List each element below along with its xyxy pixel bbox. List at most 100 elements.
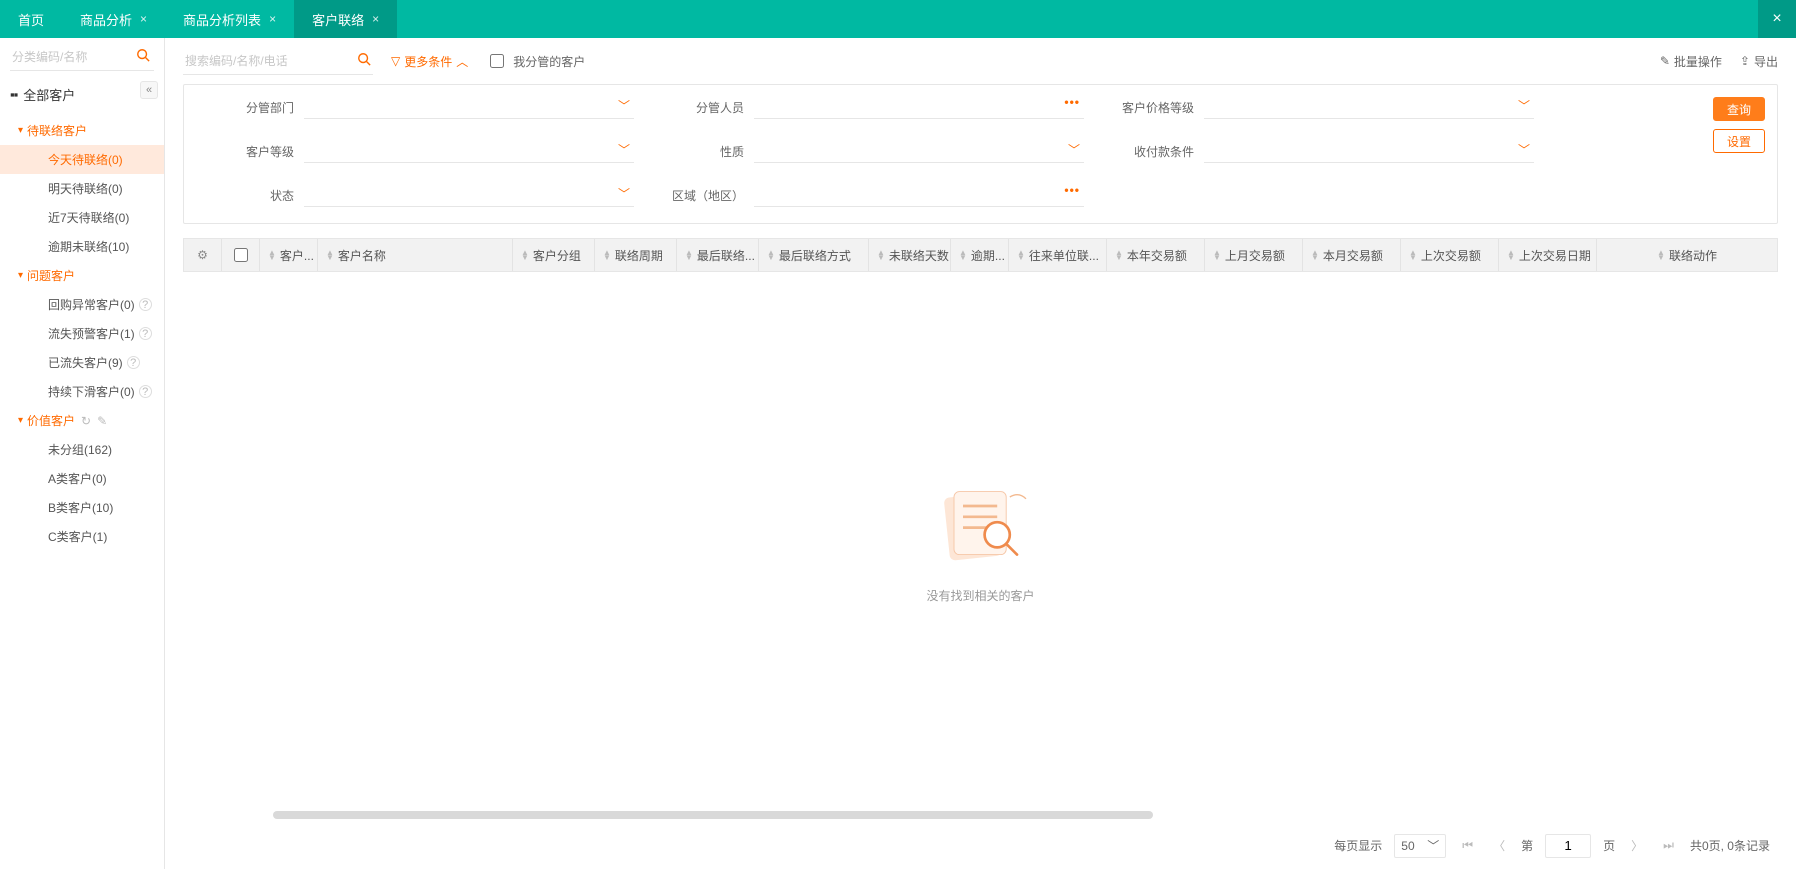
filter-field[interactable]: 客户价格等级﹀	[1094, 95, 1534, 119]
filter-field[interactable]	[1094, 183, 1534, 207]
sort-icon[interactable]: ▲▼	[767, 250, 775, 260]
filter-input[interactable]: ﹀	[1204, 139, 1534, 163]
prev-page-button[interactable]: 〈	[1489, 837, 1509, 854]
column-header-year[interactable]: ▲▼本年交易额	[1107, 239, 1205, 271]
sort-icon[interactable]: ▲▼	[268, 250, 276, 260]
first-page-button[interactable]: ⏮	[1458, 838, 1477, 853]
sort-icon[interactable]: ▲▼	[959, 250, 967, 260]
sidebar-search-input[interactable]	[10, 44, 154, 71]
tree-item-repurchase-abnormal[interactable]: 回购异常客户(0) ?	[0, 290, 164, 319]
sort-icon[interactable]: ▲▼	[521, 250, 529, 260]
search-icon[interactable]	[136, 48, 150, 65]
tree-item-class-b[interactable]: B类客户(10)	[0, 493, 164, 522]
help-icon[interactable]: ?	[139, 298, 152, 311]
ellipsis-icon[interactable]: •••	[1064, 95, 1080, 109]
page-number-input[interactable]	[1545, 834, 1591, 858]
tab-home[interactable]: 首页	[0, 0, 62, 38]
toolbar-search-input[interactable]	[183, 48, 373, 75]
collapse-sidebar-button[interactable]: «	[140, 81, 158, 99]
refresh-icon[interactable]: ↻	[81, 414, 91, 428]
column-header-lastdate[interactable]: ▲▼最后联络...	[677, 239, 759, 271]
column-header-nocontact[interactable]: ▲▼未联络天数	[869, 239, 951, 271]
tree-item-declining[interactable]: 持续下滑客户(0) ?	[0, 377, 164, 406]
last-page-button[interactable]: ⏭	[1659, 838, 1678, 853]
tree-item-class-a[interactable]: A类客户(0)	[0, 464, 164, 493]
filter-field[interactable]: 收付款条件﹀	[1094, 139, 1534, 163]
filter-field[interactable]: 分管部门﹀	[194, 95, 634, 119]
filter-input[interactable]: ﹀	[304, 95, 634, 119]
column-header-prev[interactable]: ▲▼上月交易额	[1205, 239, 1303, 271]
tree-item-today[interactable]: 今天待联络(0)	[0, 145, 164, 174]
column-header-overdue[interactable]: ▲▼逾期...	[951, 239, 1009, 271]
sort-icon[interactable]: ▲▼	[877, 250, 885, 260]
help-icon[interactable]: ?	[139, 385, 152, 398]
tree-group-title[interactable]: ▾ 问题客户	[0, 261, 164, 290]
filter-input[interactable]: •••	[754, 183, 1084, 207]
column-header-lastamt[interactable]: ▲▼上次交易额	[1401, 239, 1499, 271]
filter-field[interactable]: 分管人员•••	[644, 95, 1084, 119]
tab-product-analysis-list[interactable]: 商品分析列表 ×	[165, 0, 294, 38]
filter-field[interactable]: 性质﹀	[644, 139, 1084, 163]
help-icon[interactable]: ?	[139, 327, 152, 340]
sort-icon[interactable]: ▲▼	[1213, 250, 1221, 260]
my-customers-input[interactable]	[490, 54, 504, 68]
filter-input[interactable]: ﹀	[1204, 95, 1534, 119]
help-icon[interactable]: ?	[127, 356, 140, 369]
column-header-group[interactable]: ▲▼客户分组	[513, 239, 595, 271]
sort-icon[interactable]: ▲▼	[326, 250, 334, 260]
filter-field[interactable]: 客户等级﹀	[194, 139, 634, 163]
sort-icon[interactable]: ▲▼	[1311, 250, 1319, 260]
column-header-units[interactable]: ▲▼往来单位联...	[1009, 239, 1107, 271]
next-page-button[interactable]: 〉	[1627, 837, 1647, 854]
select-all-checkbox[interactable]	[234, 248, 248, 262]
close-icon[interactable]: ×	[140, 12, 147, 26]
sort-icon[interactable]: ▲▼	[603, 250, 611, 260]
column-header-lastway[interactable]: ▲▼最后联络方式	[759, 239, 869, 271]
tree-item-overdue[interactable]: 逾期未联络(10)	[0, 232, 164, 261]
column-header-action[interactable]: ▲▼联络动作	[1597, 239, 1777, 271]
close-icon[interactable]: ×	[372, 12, 379, 26]
tree-item-class-c[interactable]: C类客户(1)	[0, 522, 164, 551]
table-settings-button[interactable]: ⚙	[184, 239, 222, 271]
my-customers-checkbox[interactable]: 我分管的客户	[486, 51, 585, 71]
per-page-select[interactable]: 50 ﹀	[1394, 834, 1446, 858]
column-header-lasttrade[interactable]: ▲▼上次交易日期	[1499, 239, 1597, 271]
column-header-name[interactable]: ▲▼客户名称	[318, 239, 513, 271]
batch-action-button[interactable]: ✎ 批量操作	[1660, 53, 1722, 70]
filter-field[interactable]: 状态﹀	[194, 183, 634, 207]
column-header-month[interactable]: ▲▼本月交易额	[1303, 239, 1401, 271]
tree-item-ungrouped[interactable]: 未分组(162)	[0, 435, 164, 464]
close-icon[interactable]: ×	[269, 12, 276, 26]
tree-group-title[interactable]: ▾ 待联络客户	[0, 116, 164, 145]
column-header-cycle[interactable]: ▲▼联络周期	[595, 239, 677, 271]
tab-customer-contact[interactable]: 客户联络 ×	[294, 0, 397, 38]
ellipsis-icon[interactable]: •••	[1064, 183, 1080, 197]
tab-product-analysis[interactable]: 商品分析 ×	[62, 0, 165, 38]
edit-icon[interactable]: ✎	[97, 414, 107, 428]
settings-button[interactable]: 设置	[1713, 129, 1765, 153]
sidebar-header[interactable]: ▪▪ 全部客户 «	[0, 77, 164, 112]
more-conditions-toggle[interactable]: ▽ 更多条件 ︿	[391, 53, 468, 70]
filter-input[interactable]: ﹀	[304, 183, 634, 207]
horizontal-scrollbar[interactable]	[183, 811, 1778, 821]
sort-icon[interactable]: ▲▼	[1409, 250, 1417, 260]
tree-item-churned[interactable]: 已流失客户(9) ?	[0, 348, 164, 377]
sort-icon[interactable]: ▲▼	[1115, 250, 1123, 260]
search-icon[interactable]	[357, 52, 371, 69]
sort-icon[interactable]: ▲▼	[1657, 250, 1665, 260]
sort-icon[interactable]: ▲▼	[1017, 250, 1025, 260]
close-all-tabs-button[interactable]: ×	[1758, 0, 1796, 38]
filter-input[interactable]: ﹀	[304, 139, 634, 163]
filter-input[interactable]: •••	[754, 95, 1084, 119]
filter-input[interactable]: ﹀	[754, 139, 1084, 163]
column-header-code[interactable]: ▲▼客户...	[260, 239, 318, 271]
export-button[interactable]: ⇪ 导出	[1740, 53, 1778, 70]
tree-item-churn-warning[interactable]: 流失预警客户(1) ?	[0, 319, 164, 348]
tree-group-title[interactable]: ▾ 价值客户 ↻ ✎	[0, 406, 164, 435]
tree-item-7days[interactable]: 近7天待联络(0)	[0, 203, 164, 232]
tree-item-tomorrow[interactable]: 明天待联络(0)	[0, 174, 164, 203]
scrollbar-thumb[interactable]	[273, 811, 1153, 819]
filter-field[interactable]: 区域（地区）•••	[644, 183, 1084, 207]
query-button[interactable]: 查询	[1713, 97, 1765, 121]
sort-icon[interactable]: ▲▼	[1507, 250, 1515, 260]
